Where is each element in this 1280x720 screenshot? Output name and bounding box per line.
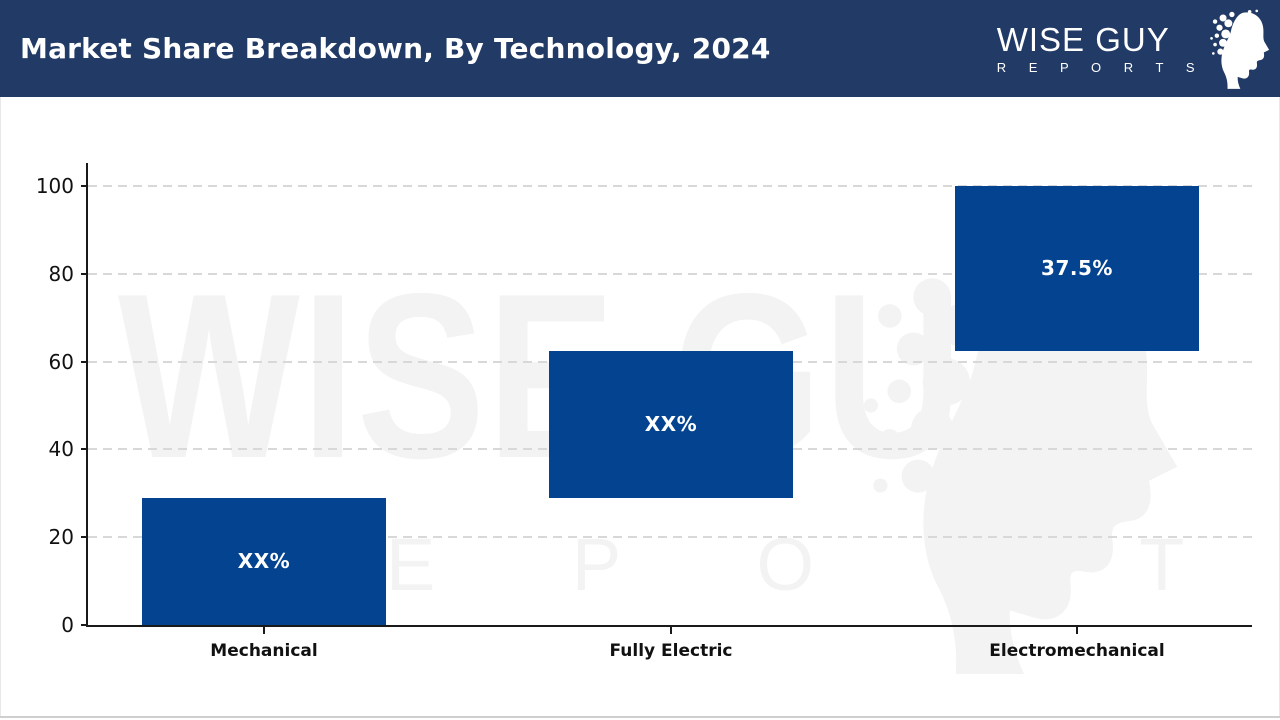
- bar-electromechanical: 37.5%: [955, 186, 1199, 351]
- x-tick-electromechanical: [1076, 627, 1078, 634]
- bar-value-label-mechanical: XX%: [237, 549, 291, 574]
- y-tick-label-0: 0: [61, 613, 74, 637]
- y-tick-label-60: 60: [48, 349, 74, 374]
- face-profile-dots-icon: [1210, 9, 1270, 89]
- bar-mechanical: XX%: [142, 497, 386, 625]
- logo-wordmark-main: WISE GUY: [996, 20, 1170, 58]
- gridline-80: [88, 272, 1252, 275]
- page-title: Market Share Breakdown, By Technology, 2…: [20, 32, 771, 65]
- x-tick-label-fully-electric: Fully Electric: [609, 641, 733, 661]
- y-tick-label-40: 40: [48, 437, 74, 462]
- y-tick-80: [81, 272, 88, 275]
- gridline-100: [88, 185, 1252, 187]
- left-edge-line: [0, 97, 1, 716]
- y-tick-60: [81, 360, 88, 363]
- x-tick-label-mechanical: Mechanical: [210, 641, 318, 661]
- y-tick-100: [81, 185, 88, 187]
- y-tick-label-100: 100: [35, 174, 74, 198]
- bottom-border: [0, 716, 1280, 718]
- bar-fully-electric: XX%: [549, 350, 793, 498]
- logo-wordmark-sub: R E P O R T S: [996, 59, 1204, 75]
- x-tick-fully-electric: [670, 627, 672, 634]
- y-tick-40: [81, 448, 88, 451]
- bar-value-label-fully-electric: XX%: [644, 412, 698, 437]
- y-tick-label-80: 80: [48, 261, 74, 286]
- x-tick-label-electromechanical: Electromechanical: [989, 641, 1165, 661]
- x-axis-line: [86, 625, 1252, 627]
- bar-value-label-electromechanical: 37.5%: [1041, 256, 1113, 281]
- y-tick-20: [81, 536, 88, 539]
- gridline-20: [88, 536, 1252, 539]
- y-axis-line: [86, 163, 88, 627]
- brand-logo: WISE GUY R E P O R T S: [997, 7, 1270, 91]
- y-tick-0: [81, 624, 88, 626]
- header-bar: Market Share Breakdown, By Technology, 2…: [0, 0, 1280, 97]
- x-tick-mechanical: [263, 627, 265, 634]
- y-tick-label-20: 20: [48, 525, 74, 550]
- logo-wordmark: WISE GUY R E P O R T S: [997, 23, 1204, 75]
